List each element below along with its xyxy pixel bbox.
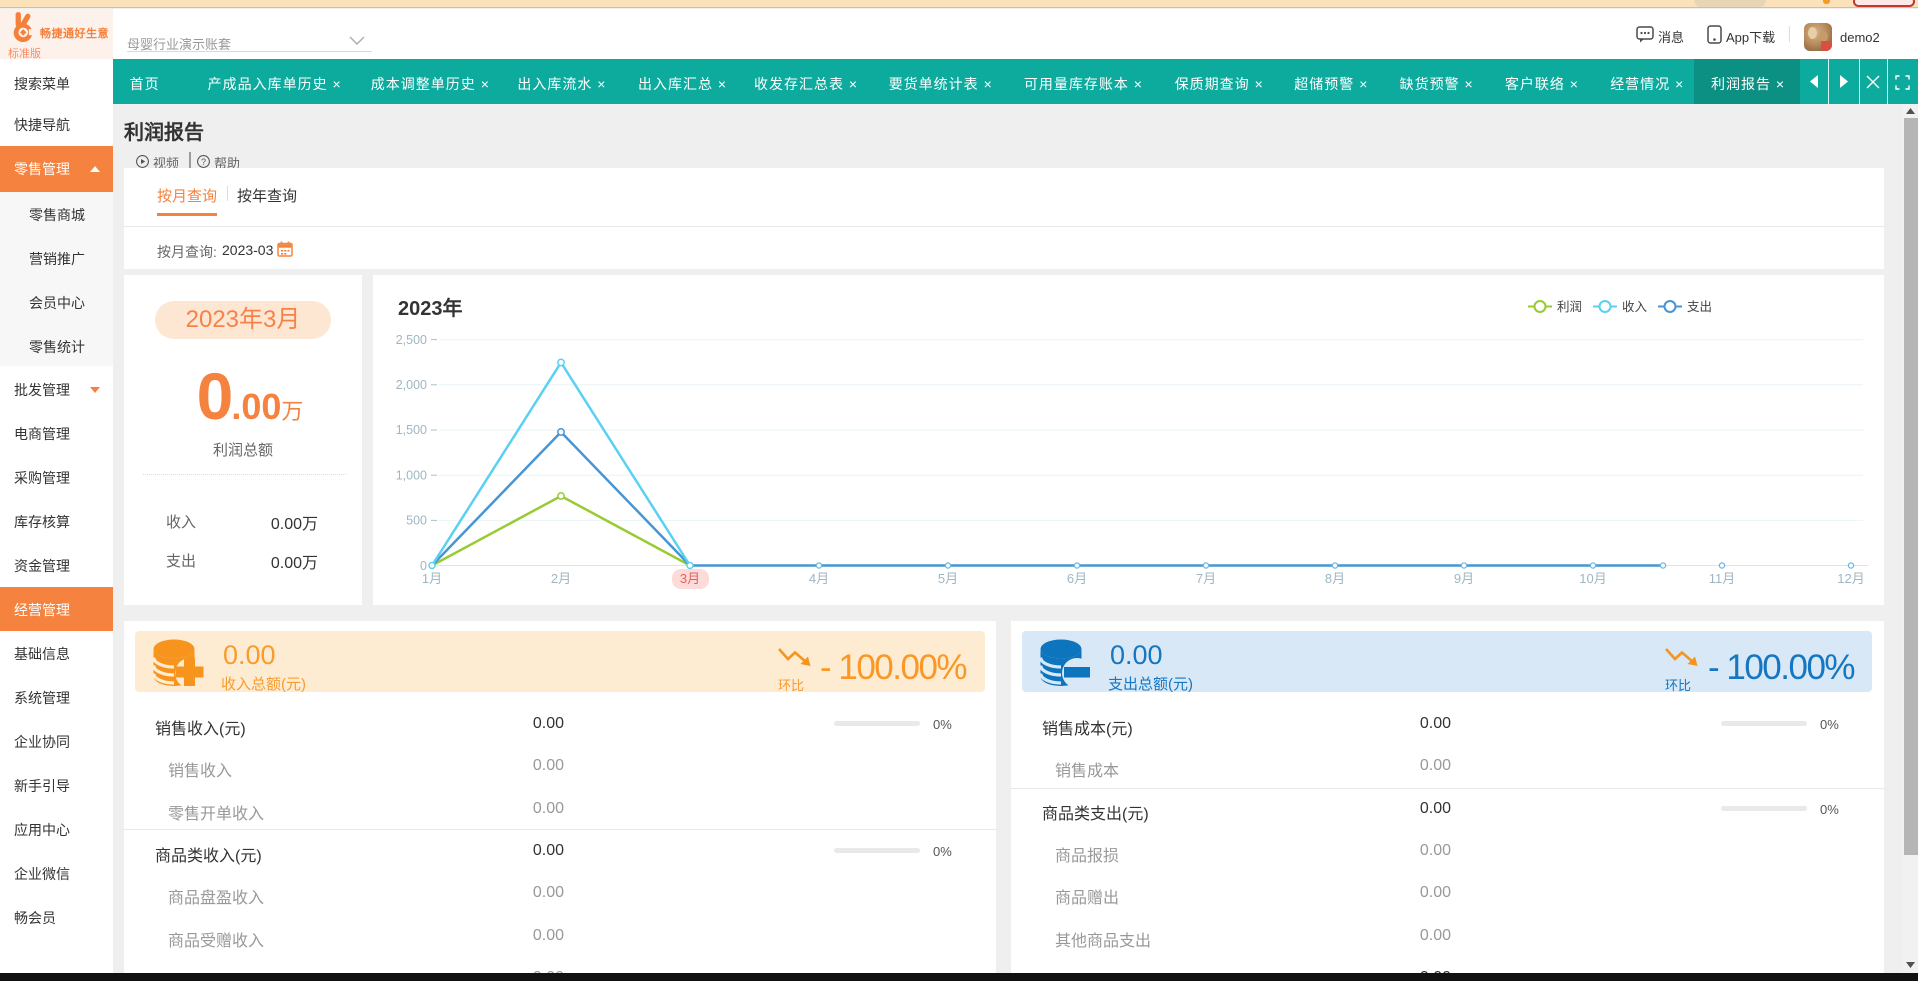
svg-text:1,500: 1,500	[396, 423, 427, 437]
svg-text:500: 500	[406, 514, 427, 528]
svg-text:1月: 1月	[422, 571, 442, 586]
svg-text:?: ?	[201, 157, 206, 167]
svg-text:4月: 4月	[809, 571, 829, 586]
svg-text:10月: 10月	[1579, 571, 1606, 586]
svg-text:2,500: 2,500	[396, 333, 427, 347]
svg-text:9月: 9月	[1454, 571, 1474, 586]
svg-text:6月: 6月	[1067, 571, 1087, 586]
svg-text:5月: 5月	[938, 571, 958, 586]
svg-text:11月: 11月	[1709, 571, 1736, 586]
svg-text:1,000: 1,000	[396, 468, 427, 482]
svg-text:2月: 2月	[551, 571, 571, 586]
svg-text:2,000: 2,000	[396, 378, 427, 392]
svg-text:2023年: 2023年	[398, 296, 463, 320]
svg-text:支出: 支出	[1687, 300, 1712, 314]
svg-text:12月: 12月	[1837, 571, 1864, 586]
svg-text:0: 0	[420, 559, 427, 573]
svg-text:收入: 收入	[1622, 300, 1648, 314]
svg-text:利润: 利润	[1557, 300, 1582, 314]
svg-text:8月: 8月	[1325, 571, 1345, 586]
svg-text:7月: 7月	[1196, 571, 1216, 586]
svg-text:3月: 3月	[680, 571, 700, 586]
